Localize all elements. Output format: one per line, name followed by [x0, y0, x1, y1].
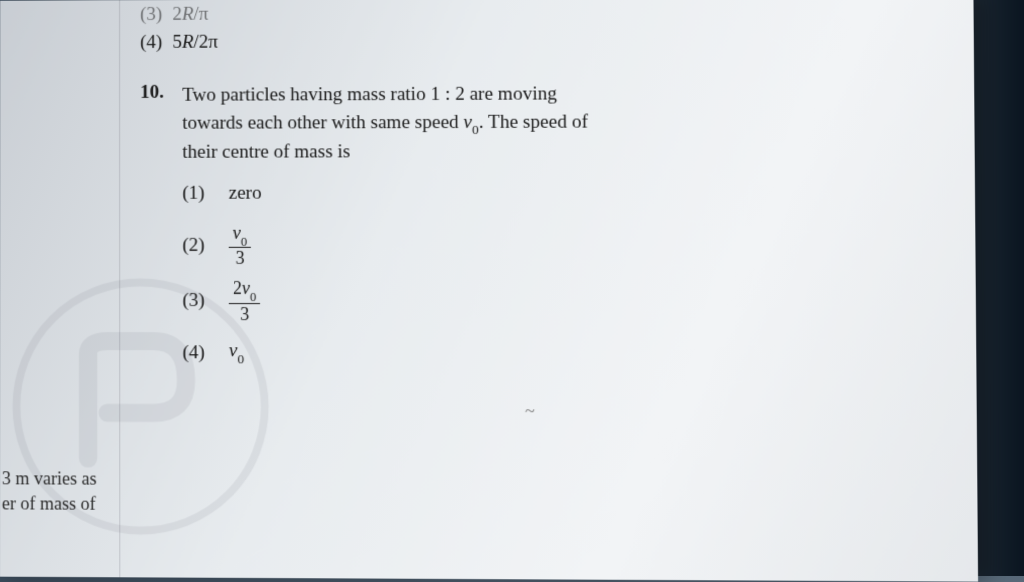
- option-value: zero: [229, 183, 262, 205]
- fraction-numerator: 2v0: [229, 279, 261, 303]
- margin-line-1: 3 m varies as: [2, 466, 97, 492]
- fraction-denominator: 3: [236, 304, 253, 323]
- fraction-denominator: 3: [231, 248, 248, 267]
- margin-cutoff-text: 3 m varies as er of mass of: [2, 466, 97, 517]
- option-1: (1) zero: [182, 174, 934, 212]
- option-number: (4): [183, 342, 219, 364]
- option-number: (3): [140, 4, 162, 26]
- option-4: (4) v0: [183, 335, 936, 372]
- option-2: (2) v0 3: [182, 223, 934, 267]
- prev-option-3: (3) 2R/π: [140, 0, 932, 26]
- option-number: (2): [182, 235, 218, 257]
- prev-option-4: (4) 5R/2π: [140, 28, 933, 53]
- question-header: 10. Two particles having mass ratio 1 : …: [140, 79, 933, 166]
- answer-options: (1) zero (2) v0 3 (3) 2v0 3: [182, 174, 935, 371]
- question-text: Two particles having mass ratio 1 : 2 ar…: [182, 80, 588, 166]
- option-3: (3) 2v0 3: [182, 279, 934, 323]
- option-number: (4): [140, 32, 162, 54]
- question-10: 10. Two particles having mass ratio 1 : …: [140, 79, 935, 372]
- option-value: 2R/π: [172, 4, 208, 26]
- textbook-page: 3 m varies as er of mass of (3) 2R/π (4)…: [0, 0, 978, 582]
- option-fraction: v0 3: [229, 224, 252, 267]
- question-number: 10.: [140, 82, 168, 104]
- fraction-numerator: v0: [229, 224, 251, 248]
- margin-line-2: er of mass of: [2, 491, 97, 517]
- stray-mark: ~: [525, 401, 535, 422]
- option-value: v0: [229, 340, 244, 365]
- option-value: 5R/2π: [172, 32, 218, 54]
- option-number: (1): [182, 183, 218, 205]
- option-fraction: 2v0 3: [229, 279, 261, 322]
- page-content: (3) 2R/π (4) 5R/2π 10. Two particles hav…: [140, 0, 935, 384]
- option-number: (3): [182, 290, 218, 312]
